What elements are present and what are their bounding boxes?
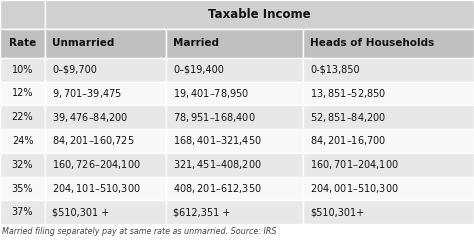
Bar [303, 129, 474, 153]
Text: $84,201–$16,700: $84,201–$16,700 [310, 135, 387, 147]
Text: Unmarried: Unmarried [52, 38, 115, 48]
Bar [166, 200, 303, 224]
Text: $204,001–$510,300: $204,001–$510,300 [310, 182, 399, 195]
Bar [166, 177, 303, 200]
Text: 0–$19,400: 0–$19,400 [173, 65, 224, 75]
Bar [303, 177, 474, 200]
Bar [0, 0, 45, 29]
Bar [45, 105, 166, 129]
Text: Married filing separately pay at same rate as unmarried. Source: IRS: Married filing separately pay at same ra… [2, 227, 277, 236]
Bar [303, 82, 474, 105]
Bar [45, 177, 166, 200]
Bar [166, 58, 303, 82]
Text: Taxable Income: Taxable Income [208, 8, 311, 21]
Text: $9,701–$39,475: $9,701–$39,475 [52, 87, 122, 100]
Text: $39,476–$84,200: $39,476–$84,200 [52, 111, 128, 124]
Text: 12%: 12% [12, 88, 33, 98]
Bar [45, 153, 166, 177]
Text: 10%: 10% [12, 65, 33, 75]
Text: $160,726–$204,100: $160,726–$204,100 [52, 158, 141, 171]
Bar [166, 29, 303, 58]
Bar [303, 29, 474, 58]
Text: 0-$13,850: 0-$13,850 [310, 65, 360, 75]
Bar [0, 58, 45, 82]
Text: $19,401–$78,950: $19,401–$78,950 [173, 87, 249, 100]
Text: $52,851–$84,200: $52,851–$84,200 [310, 111, 387, 124]
Text: $204,101–$510,300: $204,101–$510,300 [52, 182, 141, 195]
Text: $160,701–$204,100: $160,701–$204,100 [310, 158, 399, 171]
Text: 35%: 35% [12, 184, 33, 194]
Bar [0, 177, 45, 200]
Bar [166, 129, 303, 153]
Text: Married: Married [173, 38, 219, 48]
Bar [0, 200, 45, 224]
Text: $13,851–$52,850: $13,851–$52,850 [310, 87, 387, 100]
Bar [45, 29, 166, 58]
Bar [303, 105, 474, 129]
Text: 32%: 32% [12, 160, 33, 170]
Text: $510,301+: $510,301+ [310, 207, 365, 217]
Text: $510,301 +: $510,301 + [52, 207, 109, 217]
Text: $321,451–$408,200: $321,451–$408,200 [173, 158, 262, 171]
Text: $78,951–$168,400: $78,951–$168,400 [173, 111, 255, 124]
Bar [166, 153, 303, 177]
Text: $168,401–$321,450: $168,401–$321,450 [173, 135, 262, 147]
Bar [303, 200, 474, 224]
Bar [0, 129, 45, 153]
Bar [45, 200, 166, 224]
Bar [0, 82, 45, 105]
Bar [45, 0, 474, 29]
Bar [0, 105, 45, 129]
Text: 0–$9,700: 0–$9,700 [52, 65, 97, 75]
Text: $612,351 +: $612,351 + [173, 207, 230, 217]
Text: 24%: 24% [12, 136, 33, 146]
Bar [45, 58, 166, 82]
Bar [0, 153, 45, 177]
Bar [166, 82, 303, 105]
Text: $84,201–$160,725: $84,201–$160,725 [52, 135, 135, 147]
Bar [0, 29, 45, 58]
Text: 22%: 22% [12, 112, 33, 122]
Bar [45, 129, 166, 153]
Text: 37%: 37% [12, 207, 33, 217]
Text: Rate: Rate [9, 38, 36, 48]
Text: Heads of Households: Heads of Households [310, 38, 435, 48]
Bar [166, 105, 303, 129]
Text: $408,201–$612,350: $408,201–$612,350 [173, 182, 262, 195]
Bar [303, 153, 474, 177]
Bar [303, 58, 474, 82]
Bar [45, 82, 166, 105]
